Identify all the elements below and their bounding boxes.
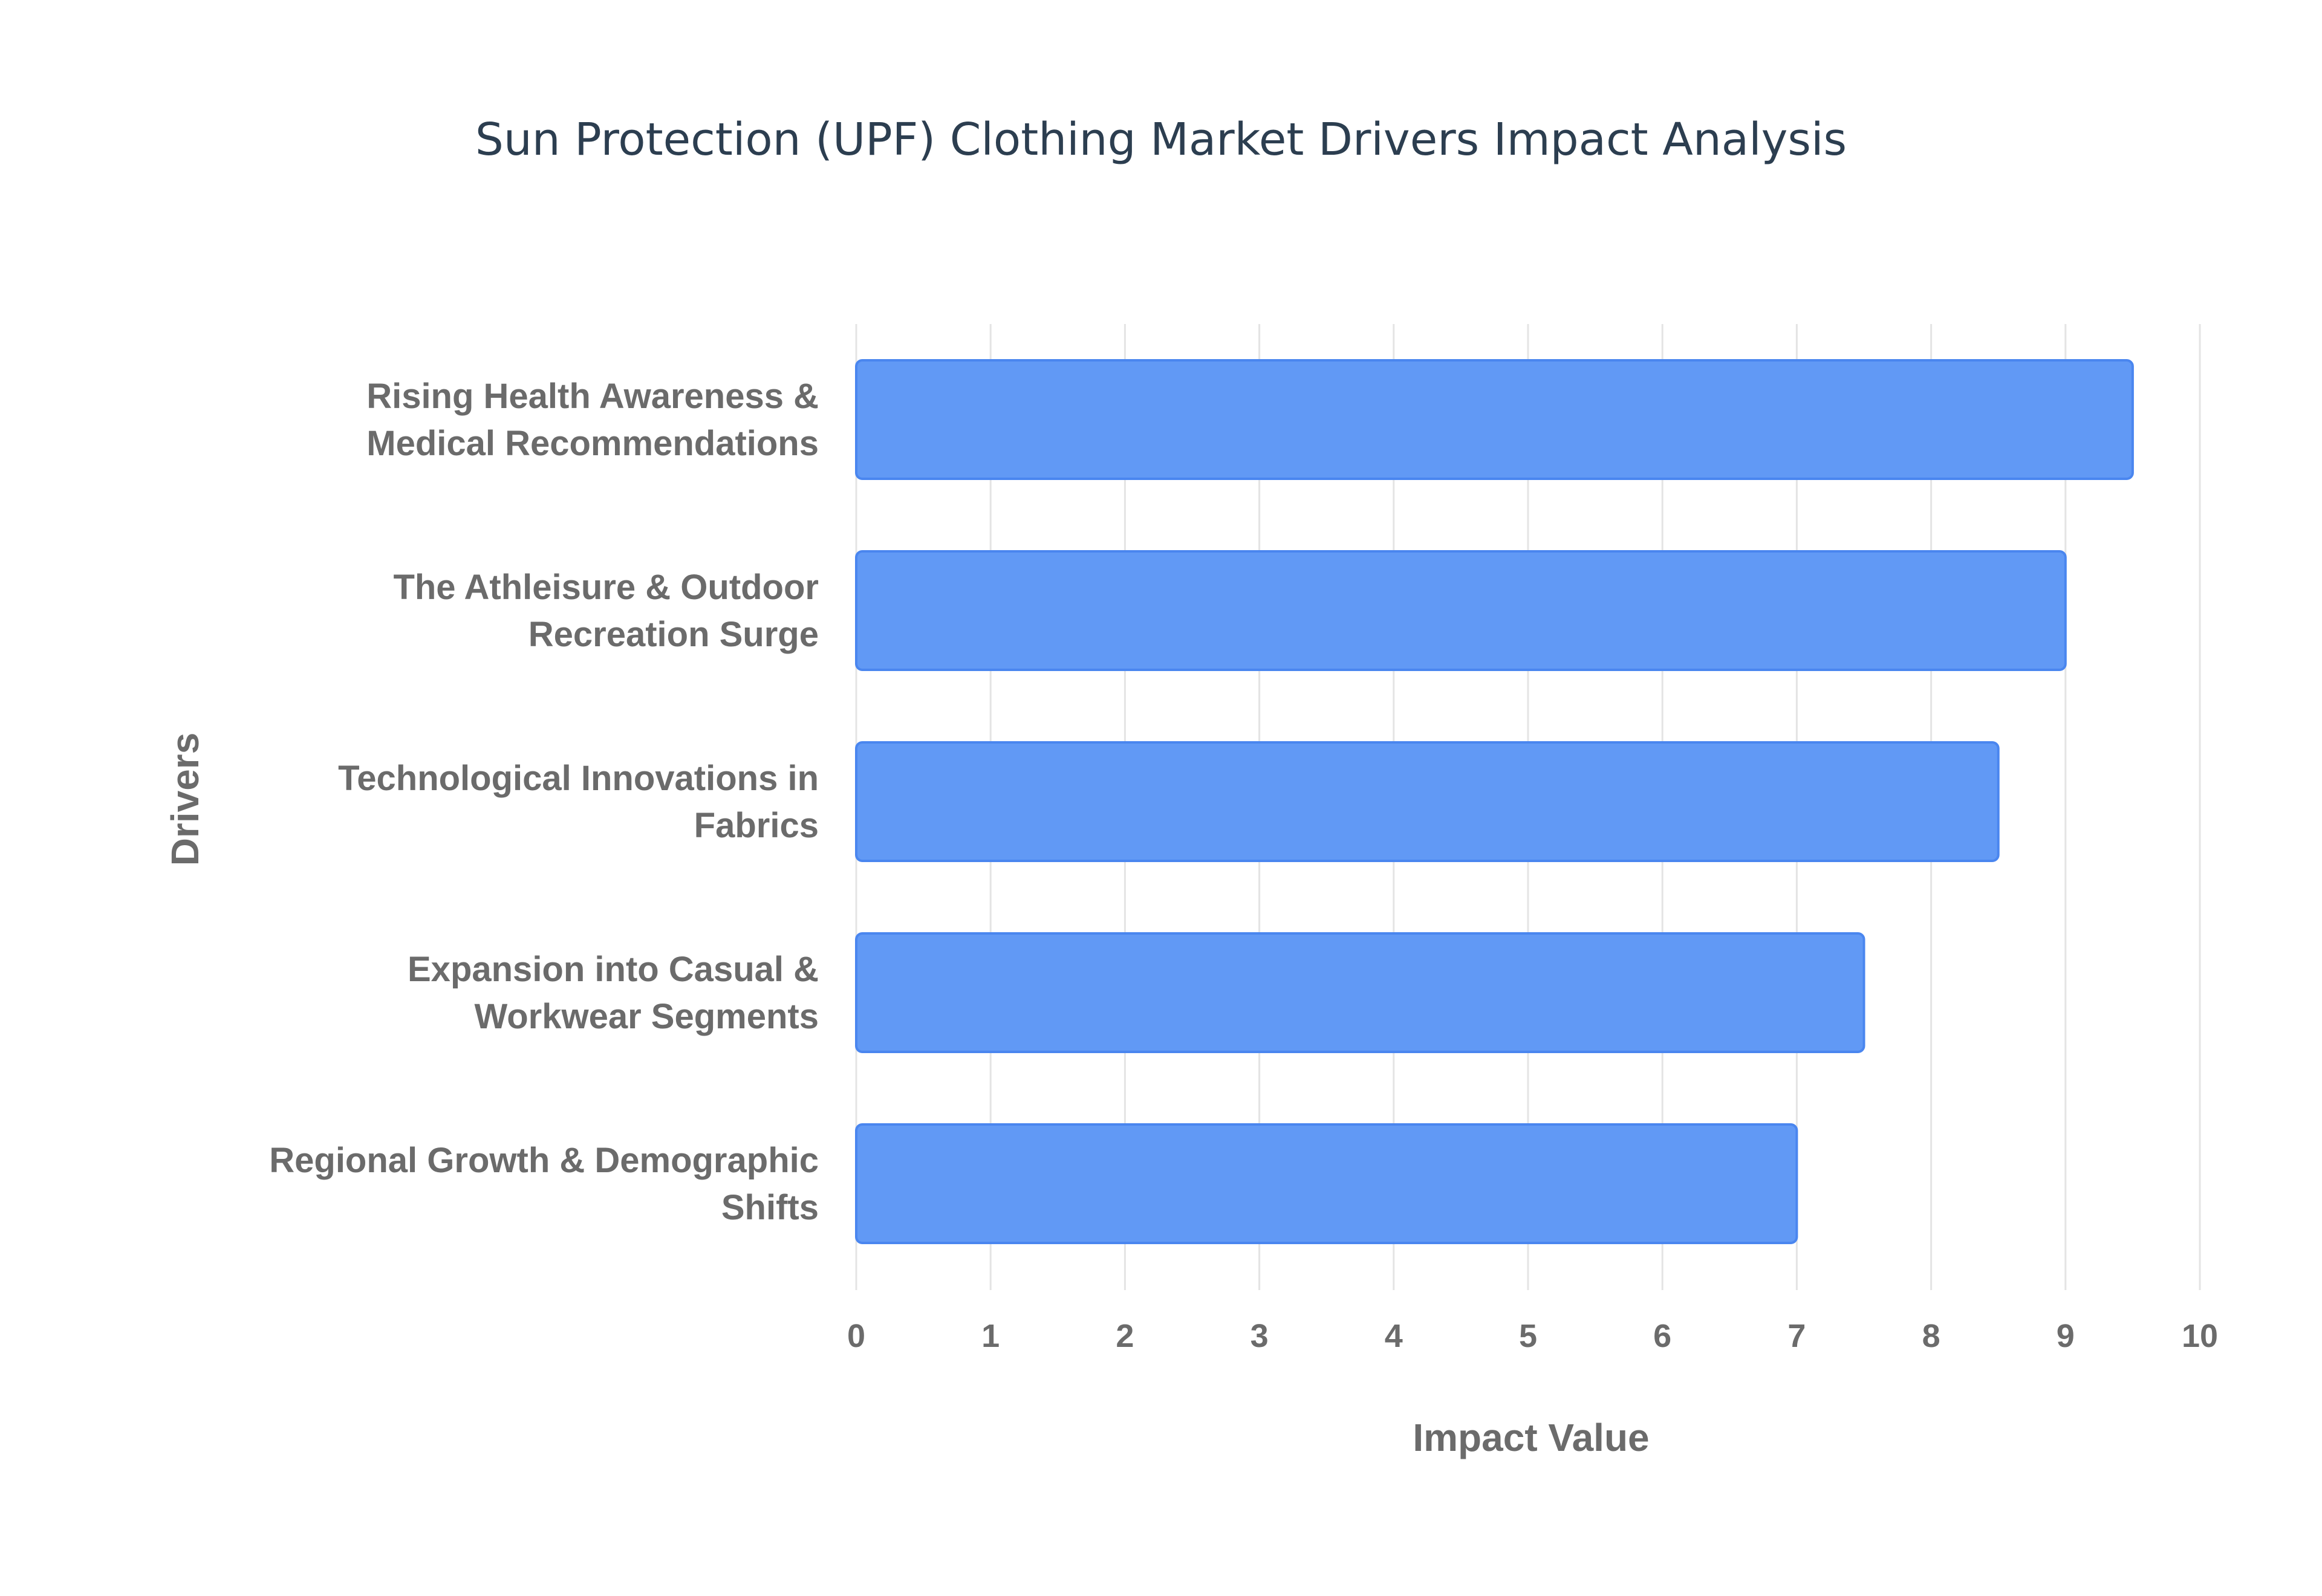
bars xyxy=(855,359,2134,1244)
bar xyxy=(855,741,2000,862)
bar xyxy=(855,359,2134,480)
bar xyxy=(855,1123,1798,1244)
y-tick-label: Rising Health Awareness & Medical Recomme… xyxy=(366,377,819,463)
x-tick-label: 7 xyxy=(1787,1318,1806,1354)
bar xyxy=(855,932,1865,1053)
y-tick-label: The Athleisure & Outdoor Recreation Surge xyxy=(393,568,819,654)
chart-title: Sun Protection (UPF) Clothing Market Dri… xyxy=(475,114,1847,166)
x-tick-label: 0 xyxy=(847,1318,865,1354)
x-axis-title: Impact Value xyxy=(1413,1416,1649,1459)
x-tick-label: 1 xyxy=(981,1318,1000,1354)
x-tick-labels: 0 1 2 3 4 5 6 7 8 9 10 xyxy=(847,1318,2218,1354)
x-tick-label: 2 xyxy=(1116,1318,1134,1354)
y-tick-label: Technological Innovations in Fabrics xyxy=(338,759,819,845)
x-tick-label: 5 xyxy=(1519,1318,1537,1354)
y-tick-labels: Rising Health Awareness & Medical Recomme… xyxy=(269,377,819,1227)
y-tick-label: Expansion into Casual & Workwear Segments xyxy=(408,950,819,1036)
y-tick-label: Regional Growth & Demographic Shifts xyxy=(269,1141,819,1227)
bar xyxy=(855,550,2067,671)
x-tick-label: 6 xyxy=(1653,1318,1671,1354)
x-tick-label: 4 xyxy=(1385,1318,1403,1354)
y-axis-title: Drivers xyxy=(163,733,207,866)
x-tick-label: 9 xyxy=(2057,1318,2075,1354)
x-tick-label: 10 xyxy=(2182,1318,2218,1354)
x-tick-label: 3 xyxy=(1250,1318,1269,1354)
x-tick-label: 8 xyxy=(1922,1318,1940,1354)
